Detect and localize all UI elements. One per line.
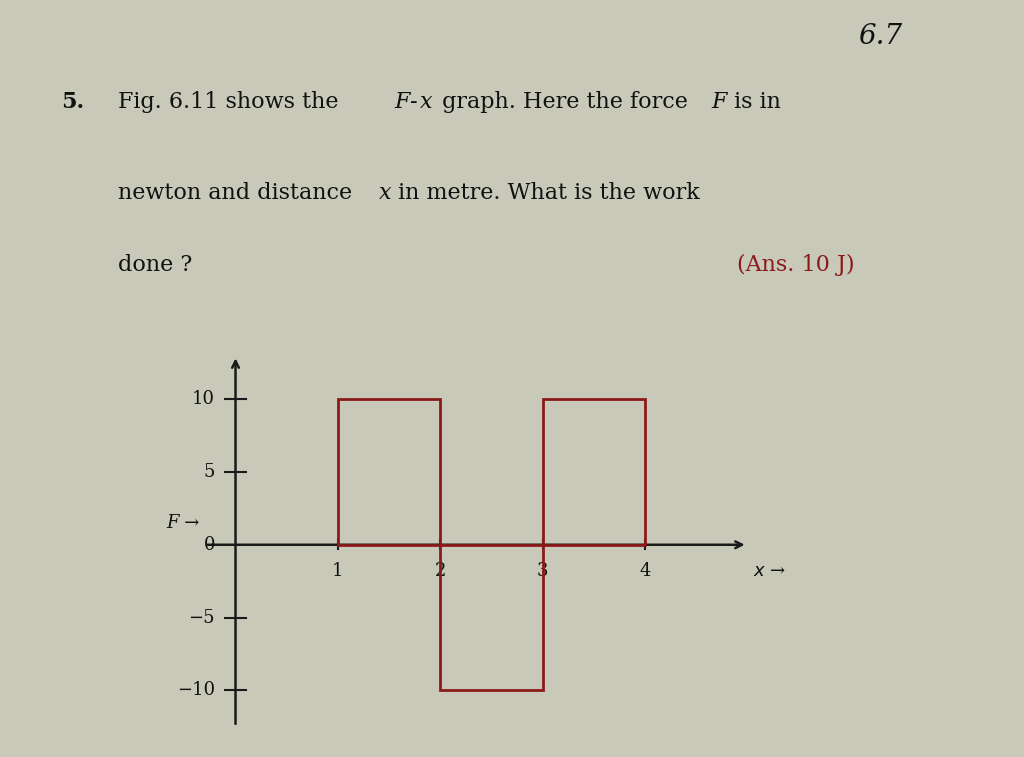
Text: 1: 1 xyxy=(332,562,344,580)
Text: 0: 0 xyxy=(204,536,215,554)
Text: (Ans. 10 J): (Ans. 10 J) xyxy=(737,254,855,276)
Text: 10: 10 xyxy=(193,390,215,408)
Text: x: x xyxy=(420,91,432,113)
Text: F →: F → xyxy=(166,514,200,532)
Text: 3: 3 xyxy=(537,562,549,580)
Text: 5: 5 xyxy=(204,463,215,481)
Text: x: x xyxy=(379,182,391,204)
Text: done ?: done ? xyxy=(118,254,193,276)
Text: 2: 2 xyxy=(434,562,446,580)
Text: F: F xyxy=(712,91,727,113)
Text: 6.7: 6.7 xyxy=(858,23,903,50)
Bar xyxy=(440,545,543,690)
Text: Fig. 6.11 shows the: Fig. 6.11 shows the xyxy=(118,91,345,113)
Text: graph. Here the force: graph. Here the force xyxy=(435,91,695,113)
Text: 4: 4 xyxy=(639,562,651,580)
Text: −10: −10 xyxy=(177,681,215,699)
Text: $x$ →: $x$ → xyxy=(753,562,785,580)
Text: -: - xyxy=(410,91,417,113)
Text: F: F xyxy=(394,91,410,113)
Bar xyxy=(338,399,440,545)
Text: 5.: 5. xyxy=(61,91,85,113)
Text: is in: is in xyxy=(727,91,781,113)
Bar xyxy=(543,399,645,545)
Text: −5: −5 xyxy=(188,609,215,627)
Text: in metre. What is the work: in metre. What is the work xyxy=(391,182,700,204)
Text: newton and distance: newton and distance xyxy=(118,182,359,204)
